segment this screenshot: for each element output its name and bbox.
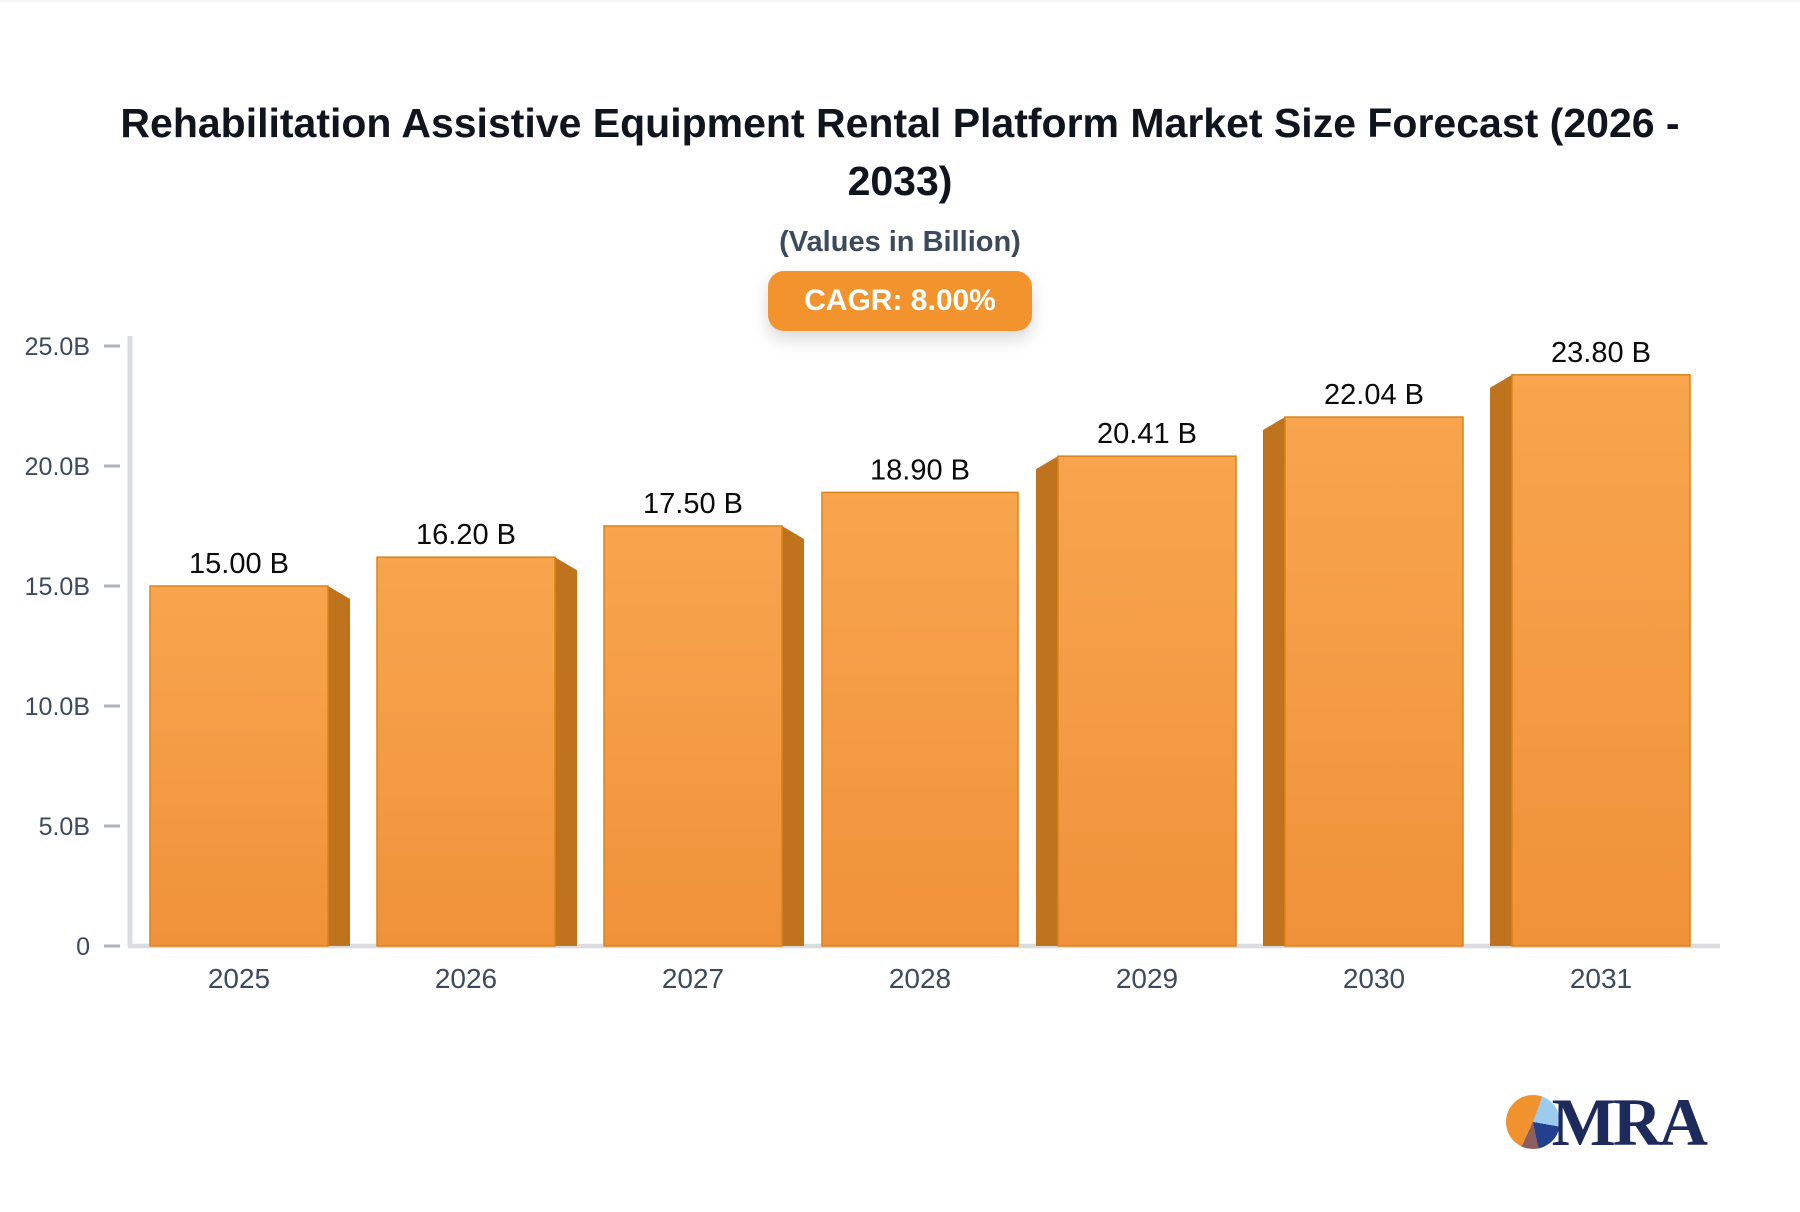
x-axis-label: 2025	[208, 963, 270, 994]
y-axis-label: 0	[76, 933, 90, 961]
x-axis-label: 2029	[1116, 963, 1178, 994]
y-axis-label: 20.0B	[25, 453, 90, 481]
bar-value-label: 22.04 B	[1324, 379, 1424, 411]
bar	[1057, 455, 1237, 947]
mra-logo: MRA	[1505, 1084, 1708, 1160]
bar-side	[1036, 456, 1058, 946]
x-axis-label: 2026	[435, 963, 497, 994]
page-title: Rehabilitation Assistive Equipment Renta…	[120, 100, 1680, 205]
bar	[149, 585, 329, 947]
bar-side	[555, 557, 577, 946]
x-axis-label: 2030	[1343, 963, 1405, 994]
x-axis-label: 2027	[662, 963, 724, 994]
bar	[603, 525, 783, 947]
bar-chart: 0 5.0B 10.0B 15.0B 20.0B 25.0B 15.00 B 2025 16.2…	[20, 322, 1780, 1022]
bar	[821, 491, 1019, 947]
logo-text: MRA	[1551, 1084, 1708, 1160]
cagr-badge: CAGR: 8.00%	[768, 271, 1032, 332]
cagr-badge-row: CAGR: 8.00%	[0, 271, 1800, 332]
bar-side	[328, 586, 350, 946]
bar-side	[782, 526, 804, 946]
bar-value-label: 16.20 B	[416, 519, 516, 551]
bar-value-label: 15.00 B	[189, 548, 289, 580]
y-axis-label: 10.0B	[25, 693, 90, 721]
bar-value-label: 18.90 B	[870, 454, 970, 486]
x-axis-label: 2031	[1570, 963, 1632, 994]
y-axis-label: 25.0B	[25, 333, 90, 361]
bar	[1284, 416, 1464, 947]
x-axis-label: 2028	[889, 963, 951, 994]
chart-subtitle: (Values in Billion)	[779, 226, 1021, 259]
pie-chart-logo-icon	[1505, 1095, 1560, 1149]
bar-side	[1490, 374, 1512, 946]
bar-side	[1263, 417, 1285, 946]
bar-chart-canvas: 0 5.0B 10.0B 15.0B 20.0B 25.0B 15.00 B 2025 16.2…	[25, 333, 1720, 994]
bar-value-label: 17.50 B	[643, 488, 743, 520]
bar-value-label: 20.41 B	[1097, 418, 1197, 450]
bar	[1511, 374, 1691, 947]
y-axis-label: 5.0B	[39, 813, 90, 841]
bar-value-label: 23.80 B	[1551, 337, 1651, 369]
bar	[376, 556, 556, 947]
y-axis-label: 15.0B	[25, 573, 90, 601]
